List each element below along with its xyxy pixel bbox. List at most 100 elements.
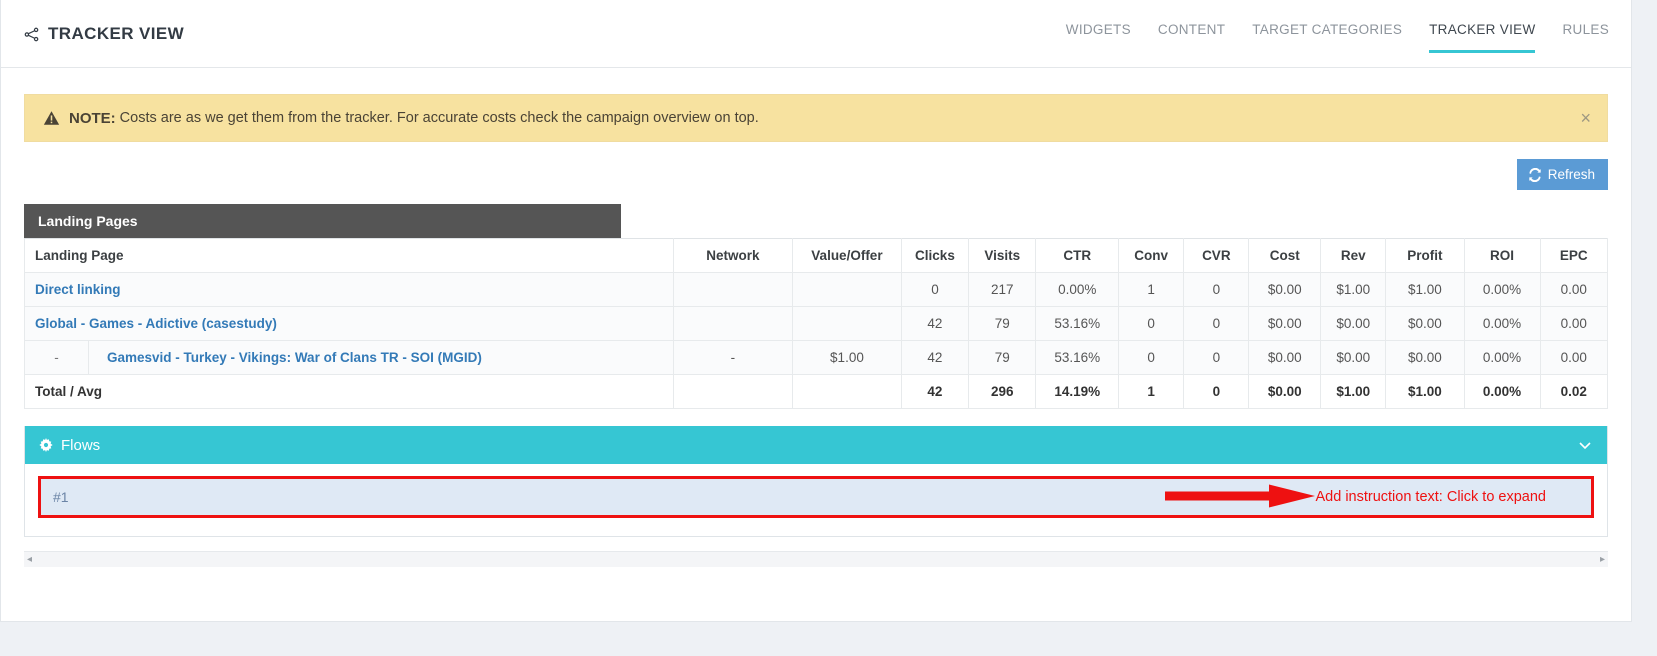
col-ctr[interactable]: CTR <box>1035 238 1120 273</box>
table-row[interactable]: Direct linking 0 217 0.00% 1 0 $0.00 $1.… <box>24 272 1609 307</box>
cell-profit: $0.00 <box>1385 340 1465 375</box>
page-header: TRACKER VIEW WIDGETS CONTENT TARGET CATE… <box>1 0 1631 68</box>
cell-clicks: 42 <box>900 306 970 341</box>
cell-value-offer: $1.00 <box>792 340 902 375</box>
col-rev[interactable]: Rev <box>1320 238 1387 273</box>
chevron-down-icon[interactable] <box>1577 437 1593 453</box>
tracker-view-card: TRACKER VIEW WIDGETS CONTENT TARGET CATE… <box>0 0 1632 622</box>
cell-conv: 1 <box>1118 272 1185 307</box>
col-visits[interactable]: Visits <box>968 238 1037 273</box>
cell-cvr: 0 <box>1183 272 1250 307</box>
tab-target-categories[interactable]: TARGET CATEGORIES <box>1252 22 1403 37</box>
scroll-right-arrow-icon[interactable]: ▸ <box>1599 554 1605 565</box>
cell-cost: $0.00 <box>1248 306 1322 341</box>
flow-item-label: #1 <box>53 489 69 505</box>
landing-pages-section: Landing Pages Landing Page Network Value… <box>24 204 1609 409</box>
table-row[interactable]: - Gamesvid - Turkey - Vikings: War of Cl… <box>24 340 1609 375</box>
offer-link[interactable]: Gamesvid - Turkey - Vikings: War of Clan… <box>107 350 482 365</box>
table-total-row: Total / Avg 42 296 14.19% 1 0 $0.00 $1.0… <box>24 374 1609 409</box>
tab-widgets[interactable]: WIDGETS <box>1065 22 1131 37</box>
col-network[interactable]: Network <box>672 238 794 273</box>
cell-total-network <box>672 374 794 409</box>
flows-header-left: Flows <box>39 437 100 454</box>
note-alert: NOTE: Costs are as we get them from the … <box>24 94 1608 142</box>
cell-conv: 0 <box>1118 306 1185 341</box>
cell-roi: 0.00% <box>1463 272 1541 307</box>
close-icon[interactable]: × <box>1580 108 1591 128</box>
col-cvr[interactable]: CVR <box>1183 238 1250 273</box>
cell-epc: 0.00 <box>1539 272 1609 307</box>
table-row[interactable]: Global - Games - Adictive (casestudy) 42… <box>24 306 1609 341</box>
cell-value-offer <box>792 306 902 341</box>
cell-visits: 79 <box>968 340 1037 375</box>
top-nav: WIDGETS CONTENT TARGET CATEGORIES TRACKE… <box>1066 22 1609 53</box>
col-roi[interactable]: ROI <box>1463 238 1541 273</box>
cell-total-clicks: 42 <box>900 374 970 409</box>
cell-roi: 0.00% <box>1463 340 1541 375</box>
tab-tracker-view[interactable]: TRACKER VIEW <box>1429 22 1536 53</box>
cell-network <box>672 272 794 307</box>
horizontal-scrollbar[interactable]: ◂ ▸ <box>24 551 1608 567</box>
cell-visits: 79 <box>968 306 1037 341</box>
col-profit[interactable]: Profit <box>1385 238 1465 273</box>
refresh-button[interactable]: Refresh <box>1516 159 1608 190</box>
cell-ctr: 0.00% <box>1035 272 1120 307</box>
tab-rules[interactable]: RULES <box>1562 22 1609 37</box>
cell-rev: $0.00 <box>1320 306 1387 341</box>
cell-epc: 0.00 <box>1539 306 1609 341</box>
col-clicks[interactable]: Clicks <box>900 238 970 273</box>
flow-item-1[interactable]: #1 Add instruction text: Click to expand <box>38 476 1594 518</box>
cell-total-visits: 296 <box>968 374 1037 409</box>
cell-network <box>672 306 794 341</box>
cell-total-value-offer <box>792 374 902 409</box>
landing-pages-tab[interactable]: Landing Pages <box>24 204 621 238</box>
cell-total-profit: $1.00 <box>1385 374 1465 409</box>
table-header-row: Landing Page Network Value/Offer Clicks … <box>24 238 1609 273</box>
cell-roi: 0.00% <box>1463 306 1541 341</box>
cell-total-label: Total / Avg <box>24 374 674 409</box>
cell-landing-page: Direct linking <box>24 272 674 307</box>
landing-page-link[interactable]: Direct linking <box>35 282 121 297</box>
cell-ctr: 53.16% <box>1035 306 1120 341</box>
col-epc[interactable]: EPC <box>1539 238 1609 273</box>
alert-strong-label: NOTE: <box>69 109 116 127</box>
cell-total-cost: $0.00 <box>1248 374 1322 409</box>
cell-cvr: 0 <box>1183 340 1250 375</box>
cell-total-conv: 1 <box>1118 374 1185 409</box>
landing-page-link[interactable]: Global - Games - Adictive (casestudy) <box>35 316 277 331</box>
cell-epc: 0.00 <box>1539 340 1609 375</box>
col-conv[interactable]: Conv <box>1118 238 1185 273</box>
cell-total-cvr: 0 <box>1183 374 1250 409</box>
col-cost[interactable]: Cost <box>1248 238 1322 273</box>
cell-visits: 217 <box>968 272 1037 307</box>
cell-clicks: 42 <box>900 340 970 375</box>
share-icon <box>23 26 40 43</box>
warning-triangle-icon <box>43 110 69 126</box>
cell-value-offer <box>792 272 902 307</box>
cell-profit: $1.00 <box>1385 272 1465 307</box>
cell-landing-page: - Gamesvid - Turkey - Vikings: War of Cl… <box>24 340 674 375</box>
annotation-text: Add instruction text: Click to expand <box>1315 489 1546 505</box>
cell-conv: 0 <box>1118 340 1185 375</box>
flows-title: Flows <box>61 436 101 454</box>
cell-cost: $0.00 <box>1248 272 1322 307</box>
flows-header[interactable]: Flows <box>25 426 1607 464</box>
cell-landing-page: Global - Games - Adictive (casestudy) <box>24 306 674 341</box>
cell-total-epc: 0.02 <box>1539 374 1609 409</box>
cell-rev: $1.00 <box>1320 272 1387 307</box>
cell-total-roi: 0.00% <box>1463 374 1541 409</box>
gear-icon <box>39 438 53 452</box>
cell-cost: $0.00 <box>1248 340 1322 375</box>
page-title-text: TRACKER VIEW <box>48 24 185 43</box>
cell-total-ctr: 14.19% <box>1035 374 1120 409</box>
refresh-icon <box>1528 167 1542 182</box>
tab-content[interactable]: CONTENT <box>1157 22 1226 37</box>
col-landing-page[interactable]: Landing Page <box>24 238 674 273</box>
toolbar: Refresh <box>1 159 1608 190</box>
scroll-left-arrow-icon[interactable]: ◂ <box>27 554 33 565</box>
landing-pages-table: Landing Page Network Value/Offer Clicks … <box>24 238 1609 409</box>
col-value-offer[interactable]: Value/Offer <box>792 238 902 273</box>
cell-clicks: 0 <box>900 272 970 307</box>
cell-network: - <box>672 340 794 375</box>
